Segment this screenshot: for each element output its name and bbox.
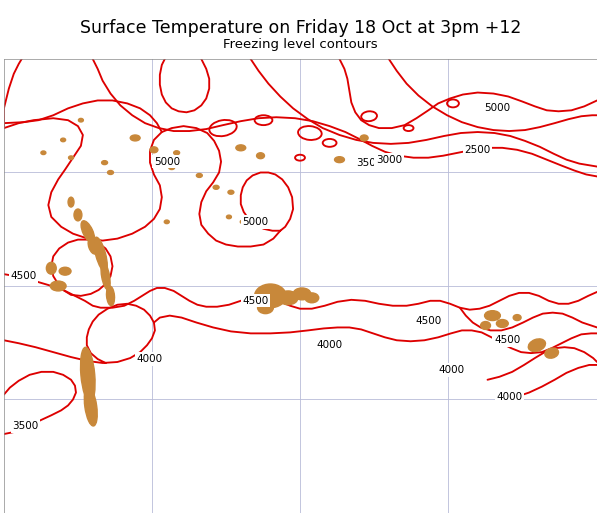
Ellipse shape <box>278 291 298 305</box>
Ellipse shape <box>84 387 97 426</box>
Ellipse shape <box>69 156 73 160</box>
Ellipse shape <box>258 302 273 313</box>
Ellipse shape <box>305 293 319 303</box>
Ellipse shape <box>528 339 546 351</box>
Ellipse shape <box>174 151 180 155</box>
Ellipse shape <box>68 197 74 207</box>
Ellipse shape <box>41 151 46 154</box>
Text: 5000: 5000 <box>243 217 269 227</box>
Ellipse shape <box>102 161 108 165</box>
Ellipse shape <box>240 220 245 224</box>
Text: 4000: 4000 <box>137 354 163 364</box>
Text: 3500: 3500 <box>356 157 382 168</box>
Text: 4000: 4000 <box>438 365 464 375</box>
Ellipse shape <box>293 288 311 300</box>
Text: Freezing level contours: Freezing level contours <box>223 38 378 51</box>
Ellipse shape <box>335 156 344 163</box>
Ellipse shape <box>360 135 368 141</box>
Ellipse shape <box>50 281 66 291</box>
Ellipse shape <box>154 156 160 160</box>
Ellipse shape <box>484 311 501 321</box>
Text: 4000: 4000 <box>317 340 343 350</box>
Text: 3500: 3500 <box>13 421 38 431</box>
Ellipse shape <box>197 173 203 177</box>
Ellipse shape <box>108 170 114 174</box>
Ellipse shape <box>257 153 264 159</box>
Ellipse shape <box>74 209 82 221</box>
Text: 5000: 5000 <box>484 103 510 113</box>
Ellipse shape <box>255 284 286 308</box>
Ellipse shape <box>227 215 231 219</box>
Ellipse shape <box>46 262 56 274</box>
Ellipse shape <box>169 166 175 169</box>
Text: 5000: 5000 <box>154 156 180 167</box>
Ellipse shape <box>481 322 490 329</box>
Ellipse shape <box>79 119 84 122</box>
Ellipse shape <box>213 185 219 189</box>
Ellipse shape <box>81 347 95 402</box>
Ellipse shape <box>164 220 169 224</box>
Ellipse shape <box>150 147 158 153</box>
Ellipse shape <box>61 138 66 142</box>
Ellipse shape <box>228 190 234 194</box>
Ellipse shape <box>101 263 110 290</box>
Ellipse shape <box>106 286 115 306</box>
Ellipse shape <box>81 221 94 243</box>
Ellipse shape <box>513 314 521 321</box>
Ellipse shape <box>88 239 97 254</box>
Text: Surface Temperature on Friday 18 Oct at 3pm +12: Surface Temperature on Friday 18 Oct at … <box>80 19 521 37</box>
Ellipse shape <box>94 237 107 271</box>
Text: 4500: 4500 <box>494 336 520 345</box>
Ellipse shape <box>59 267 71 275</box>
Text: 4500: 4500 <box>11 271 37 281</box>
Ellipse shape <box>130 135 140 141</box>
Ellipse shape <box>545 348 558 358</box>
Text: 4000: 4000 <box>496 391 522 402</box>
Text: 4500: 4500 <box>415 315 442 326</box>
Text: 3000: 3000 <box>376 154 402 165</box>
Text: 4500: 4500 <box>242 296 269 306</box>
Ellipse shape <box>236 145 246 151</box>
Text: 2500: 2500 <box>465 145 491 155</box>
Ellipse shape <box>496 320 508 327</box>
